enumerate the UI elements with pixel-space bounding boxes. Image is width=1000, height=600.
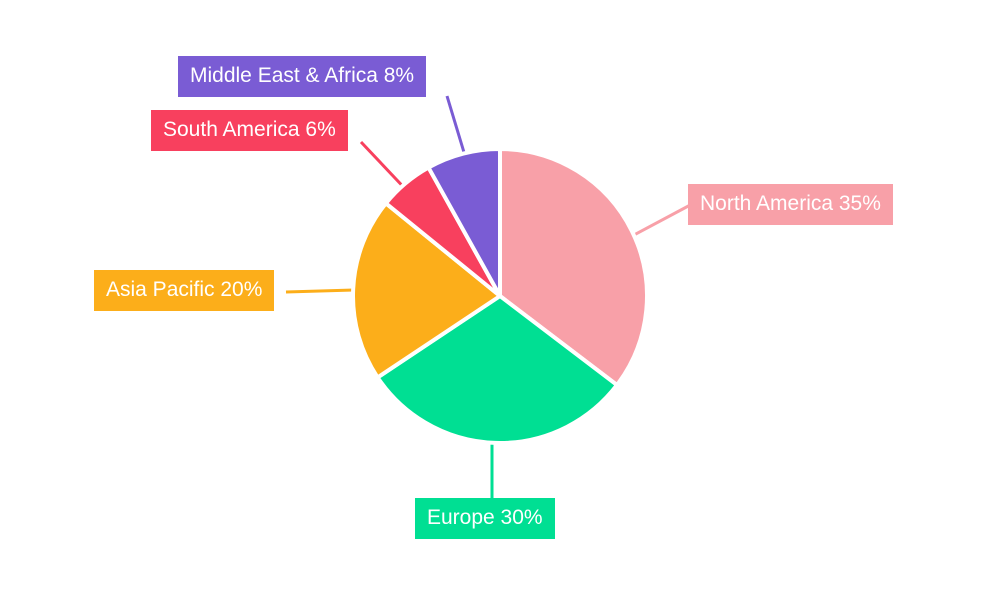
pie-slice[interactable] bbox=[426, 147, 502, 298]
slice-leader-line bbox=[633, 201, 695, 237]
slice-leader-line bbox=[445, 95, 468, 160]
slice-label[interactable]: South America 6% bbox=[151, 110, 348, 151]
slice-label[interactable]: Asia Pacific 20% bbox=[94, 270, 275, 311]
slice-label[interactable]: Middle East & Africa 8% bbox=[178, 56, 427, 97]
slice-label[interactable]: North America 35% bbox=[688, 184, 893, 225]
pie-slice[interactable] bbox=[375, 294, 619, 445]
pie-slice[interactable] bbox=[498, 147, 649, 388]
pie-slice[interactable] bbox=[351, 201, 502, 380]
slice-label[interactable]: Europe 30% bbox=[415, 498, 555, 539]
pie-slice-group bbox=[351, 147, 649, 445]
slice-leader-line bbox=[285, 288, 355, 294]
